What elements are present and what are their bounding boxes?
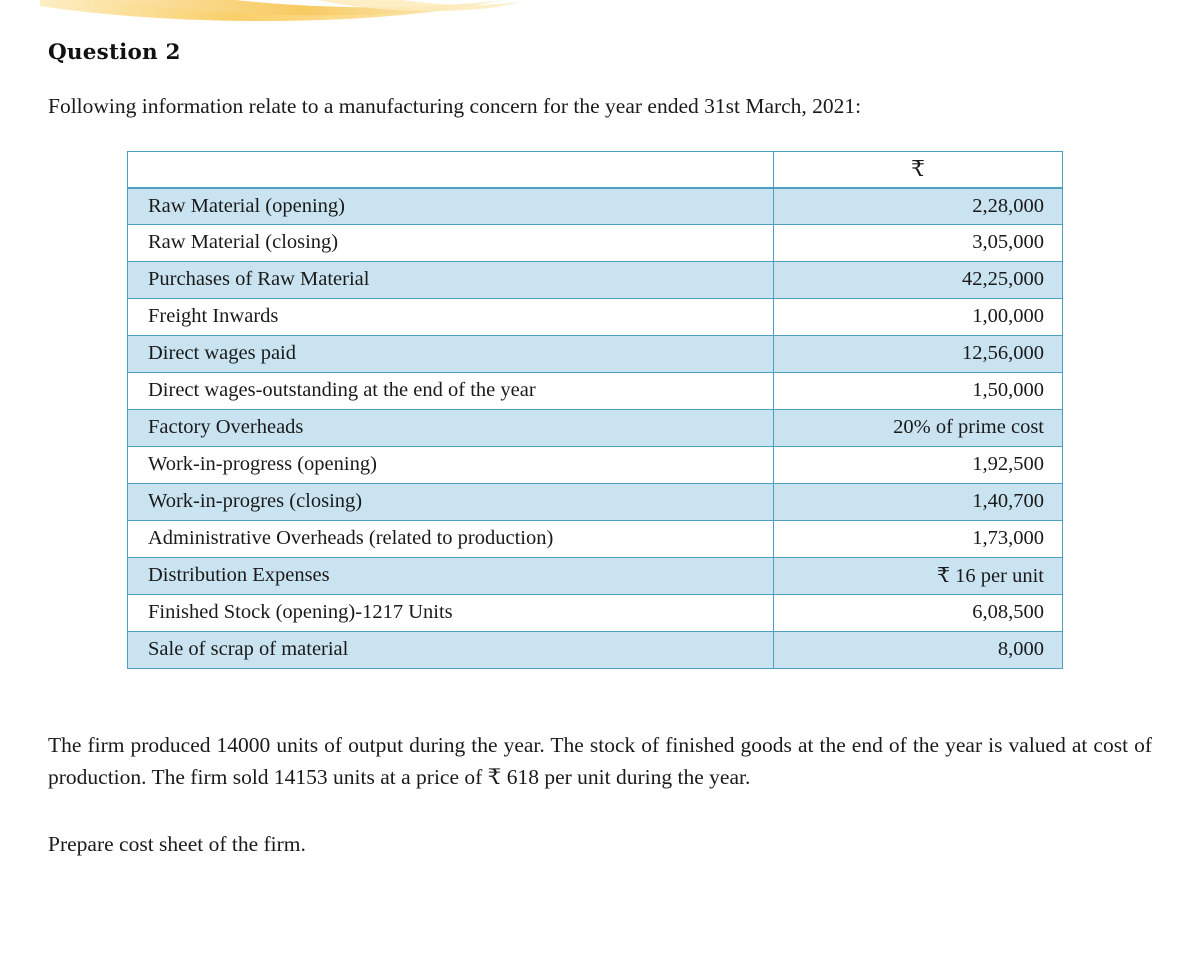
intro-paragraph: Following information relate to a manufa… [48, 94, 862, 118]
row-value: 20% of prime cost [773, 409, 1063, 447]
row-value: ₹ 16 per unit [773, 557, 1063, 595]
row-value: 1,92,500 [773, 446, 1063, 484]
row-value: 8,000 [773, 631, 1063, 669]
row-label: Administrative Overheads (related to pro… [127, 520, 773, 558]
table-row: Work-in-progres (closing) 1,40,700 [127, 483, 1063, 521]
closing-paragraph: The firm produced 14000 units of output … [48, 732, 1152, 790]
row-value: 12,56,000 [773, 335, 1063, 373]
table-row: Work-in-progress (opening) 1,92,500 [127, 446, 1063, 484]
row-label: Sale of scrap of material [127, 631, 773, 669]
row-label: Factory Overheads [127, 409, 773, 447]
cost-information-table: ₹ Raw Material (opening) 2,28,000 Raw Ma… [127, 150, 1063, 669]
table-row: Finished Stock (opening)-1217 Units 6,08… [127, 594, 1063, 632]
row-label: Finished Stock (opening)-1217 Units [127, 594, 773, 632]
row-label: Work-in-progres (closing) [127, 483, 773, 521]
table-body: Raw Material (opening) 2,28,000 Raw Mate… [127, 187, 1063, 669]
row-label: Work-in-progress (opening) [127, 446, 773, 484]
table-row: Factory Overheads 20% of prime cost [127, 409, 1063, 447]
table-header-row: ₹ [127, 150, 1063, 188]
row-value: 42,25,000 [773, 261, 1063, 299]
table-row: Direct wages-outstanding at the end of t… [127, 372, 1063, 410]
row-label: Freight Inwards [127, 298, 773, 336]
row-label: Distribution Expenses [127, 557, 773, 595]
row-value: 3,05,000 [773, 224, 1063, 262]
table-row: Raw Material (opening) 2,28,000 [127, 187, 1063, 225]
closing-text-block: The firm produced 14000 units of output … [48, 729, 1152, 861]
rupee-icon: ₹ [773, 150, 1063, 188]
table-row: Administrative Overheads (related to pro… [127, 520, 1063, 558]
table-row: Sale of scrap of material 8,000 [127, 631, 1063, 669]
row-label: Raw Material (opening) [127, 187, 773, 225]
table-row: Purchases of Raw Material 42,25,000 [127, 261, 1063, 299]
instruction-paragraph: Prepare cost sheet of the firm. [48, 832, 306, 857]
table-row: Raw Material (closing) 3,05,000 [127, 224, 1063, 262]
column-header-label [127, 150, 773, 188]
page-title: Question 2 [48, 40, 181, 65]
row-value: 1,40,700 [773, 483, 1063, 521]
row-label: Direct wages-outstanding at the end of t… [127, 372, 773, 410]
row-label: Direct wages paid [127, 335, 773, 373]
row-value: 6,08,500 [773, 594, 1063, 632]
row-value: 1,00,000 [773, 298, 1063, 336]
table-row: Freight Inwards 1,00,000 [127, 298, 1063, 336]
row-label: Raw Material (closing) [127, 224, 773, 262]
table-row: Direct wages paid 12,56,000 [127, 335, 1063, 373]
document-page: Question 2 Following information relate … [48, 40, 1152, 861]
row-value: 2,28,000 [773, 187, 1063, 225]
row-label: Purchases of Raw Material [127, 261, 773, 299]
table-container: ₹ Raw Material (opening) 2,28,000 Raw Ma… [48, 150, 1152, 669]
row-value: 1,73,000 [773, 520, 1063, 558]
table-row: Distribution Expenses ₹ 16 per unit [127, 557, 1063, 595]
row-value: 1,50,000 [773, 372, 1063, 410]
